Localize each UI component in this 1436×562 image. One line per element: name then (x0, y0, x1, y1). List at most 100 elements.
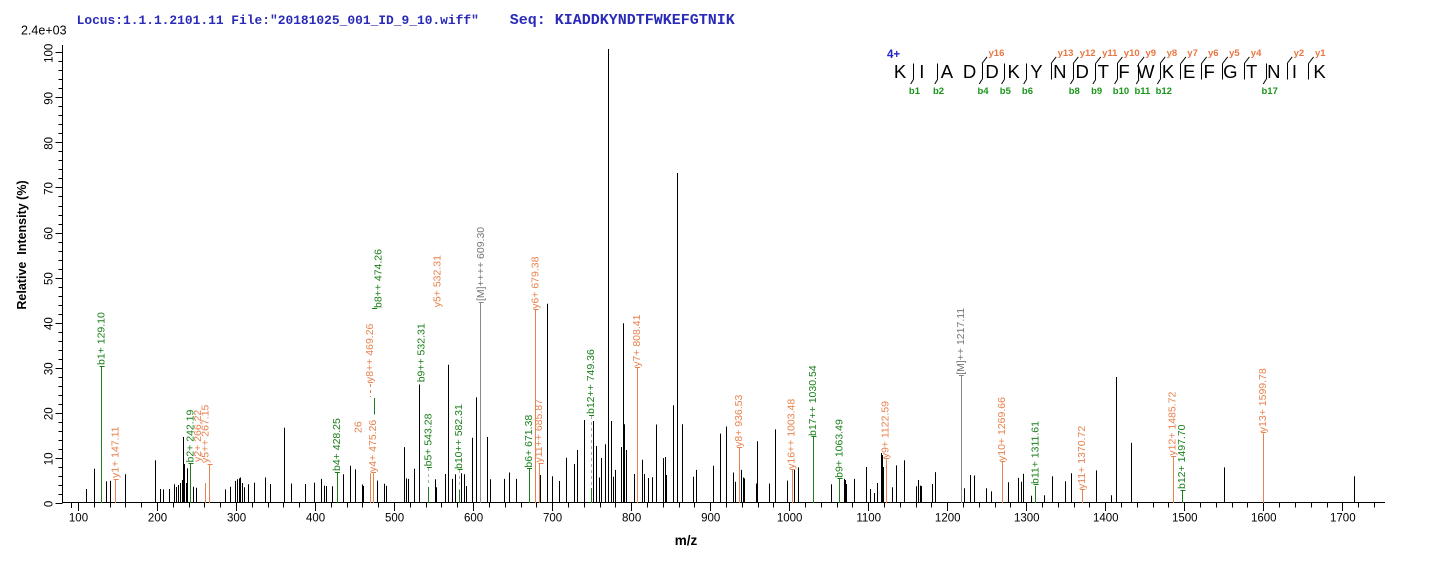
svg-text:I: I (1292, 61, 1297, 82)
svg-text:900: 900 (701, 513, 720, 525)
svg-text:y11: y11 (1102, 48, 1118, 59)
svg-text:D: D (1076, 61, 1089, 82)
svg-text:y8: y8 (1167, 48, 1178, 59)
svg-text:y2: y2 (1294, 48, 1305, 59)
svg-text:y7: y7 (1187, 48, 1198, 59)
svg-text:b2+ 242.19: b2+ 242.19 (185, 409, 197, 462)
svg-text:b9+ 1063.49: b9+ 1063.49 (833, 419, 845, 478)
svg-text:K: K (1162, 61, 1175, 82)
svg-text:100: 100 (69, 513, 88, 525)
svg-text:K: K (1313, 61, 1326, 82)
svg-text:E: E (1183, 61, 1195, 82)
svg-text:0: 0 (44, 501, 56, 507)
svg-text:70: 70 (44, 182, 56, 195)
svg-text:b5+ 543.28: b5+ 543.28 (423, 413, 435, 466)
svg-text:1200: 1200 (935, 513, 961, 525)
svg-text:1700: 1700 (1330, 513, 1356, 525)
svg-text:b9: b9 (1091, 86, 1102, 97)
svg-text:b8: b8 (1069, 86, 1080, 97)
svg-text:y10: y10 (1124, 48, 1140, 59)
svg-text:Relative Intensity (%): Relative Intensity (%) (15, 180, 29, 309)
svg-text:b11+ 1311.61: b11+ 1311.61 (1029, 421, 1041, 484)
svg-text:y1: y1 (1315, 48, 1326, 59)
svg-text:4+: 4+ (887, 49, 900, 61)
svg-text:20: 20 (44, 407, 56, 420)
svg-text:1000: 1000 (777, 513, 803, 525)
svg-text:y8+ 936.53: y8+ 936.53 (733, 394, 745, 446)
svg-text:b2: b2 (933, 86, 944, 97)
svg-text:y5: y5 (1229, 48, 1240, 59)
svg-text:b5: b5 (1000, 86, 1012, 97)
svg-text:N: N (1053, 61, 1066, 82)
svg-text:y5++ 267.15: y5++ 267.15 (199, 404, 211, 463)
svg-text:F: F (1118, 61, 1129, 82)
svg-text:y7+ 808.41: y7+ 808.41 (631, 314, 643, 366)
svg-text:b10: b10 (1113, 86, 1129, 97)
svg-text:26: 26 (353, 421, 365, 433)
svg-text:1600: 1600 (1251, 513, 1277, 525)
svg-text:1400: 1400 (1093, 513, 1119, 525)
svg-text:F: F (1204, 61, 1215, 82)
svg-text:G: G (1223, 61, 1237, 82)
svg-text:y6: y6 (1208, 48, 1219, 59)
svg-text:T: T (1246, 61, 1257, 82)
svg-text:y4: y4 (1251, 48, 1262, 59)
svg-text:50: 50 (44, 272, 56, 285)
svg-text:b1: b1 (909, 86, 921, 97)
svg-text:y16++ 1003.48: y16++ 1003.48 (786, 399, 798, 469)
svg-text:800: 800 (622, 513, 641, 525)
svg-text:1100: 1100 (856, 513, 881, 525)
svg-text:y12: y12 (1080, 48, 1096, 59)
svg-text:b12+ 1497.70: b12+ 1497.70 (1176, 424, 1188, 489)
svg-text:y5+ 532.31: y5+ 532.31 (431, 255, 443, 307)
svg-text:b17: b17 (1262, 86, 1278, 97)
svg-text:Seq: KIADDKYNDTFWKEFGTNIK: Seq: KIADDKYNDTFWKEFGTNIK (510, 12, 735, 29)
svg-text:y1+ 147.11: y1+ 147.11 (109, 426, 121, 478)
svg-text:y16: y16 (989, 48, 1005, 59)
svg-text:y2+ 266.22: y2+ 266.22 (192, 410, 204, 462)
svg-text:b4: b4 (978, 86, 990, 97)
svg-text:I: I (919, 61, 924, 82)
svg-text:y11+ 1370.72: y11+ 1370.72 (1076, 426, 1088, 489)
svg-text:Y: Y (1030, 61, 1042, 82)
svg-text:b9++ 532.31: b9++ 532.31 (416, 323, 428, 382)
svg-text:y9+ 1122.59: y9+ 1122.59 (880, 401, 892, 458)
svg-text:[M]++ 1217.11: [M]++ 1217.11 (955, 308, 967, 375)
svg-text:80: 80 (44, 137, 56, 150)
svg-text:90: 90 (44, 92, 56, 105)
svg-text:40: 40 (44, 317, 56, 330)
svg-text:b12: b12 (1156, 86, 1172, 97)
svg-text:Locus:1.1.1.2101.11 File:"2018: Locus:1.1.1.2101.11 File:"20181025_001_I… (77, 13, 479, 28)
svg-text:b12++ 749.36: b12++ 749.36 (585, 349, 597, 414)
svg-text:b10++ 582.31: b10++ 582.31 (453, 404, 465, 469)
svg-text:y9: y9 (1146, 48, 1157, 59)
svg-text:W: W (1137, 61, 1155, 82)
svg-text:b8++ 474.26: b8++ 474.26 (373, 249, 385, 308)
svg-text:100: 100 (44, 44, 56, 63)
svg-text:b17++ 1030.54: b17++ 1030.54 (807, 365, 819, 436)
svg-text:300: 300 (227, 513, 246, 525)
svg-text:b6+ 671.38: b6+ 671.38 (523, 415, 535, 468)
svg-text:A: A (941, 61, 954, 82)
svg-text:1500: 1500 (1172, 513, 1198, 525)
svg-text:K: K (1008, 61, 1021, 82)
svg-text:y13+ 1599.78: y13+ 1599.78 (1257, 368, 1269, 432)
svg-text:y12+ 1485.72: y12+ 1485.72 (1167, 392, 1179, 456)
svg-text:b6: b6 (1022, 86, 1033, 97)
svg-text:y13: y13 (1058, 48, 1074, 59)
svg-text:700: 700 (543, 513, 562, 525)
svg-text:b1+ 129.10: b1+ 129.10 (96, 312, 108, 365)
svg-text:2.4e+03: 2.4e+03 (21, 24, 67, 38)
svg-text:400: 400 (306, 513, 325, 525)
svg-text:60: 60 (44, 227, 56, 240)
svg-text:[M]++++ 609.30: [M]++++ 609.30 (475, 227, 487, 301)
svg-text:10: 10 (44, 452, 56, 465)
svg-text:200: 200 (148, 513, 167, 525)
svg-text:N: N (1267, 61, 1280, 82)
svg-text:y4+ 475.26: y4+ 475.26 (367, 420, 379, 472)
svg-text:b11: b11 (1135, 86, 1152, 97)
svg-text:m/z: m/z (675, 533, 698, 548)
svg-text:y8++ 469.26: y8++ 469.26 (364, 323, 376, 382)
svg-text:T: T (1098, 61, 1109, 82)
svg-text:y10+ 1269.66: y10+ 1269.66 (996, 397, 1008, 461)
